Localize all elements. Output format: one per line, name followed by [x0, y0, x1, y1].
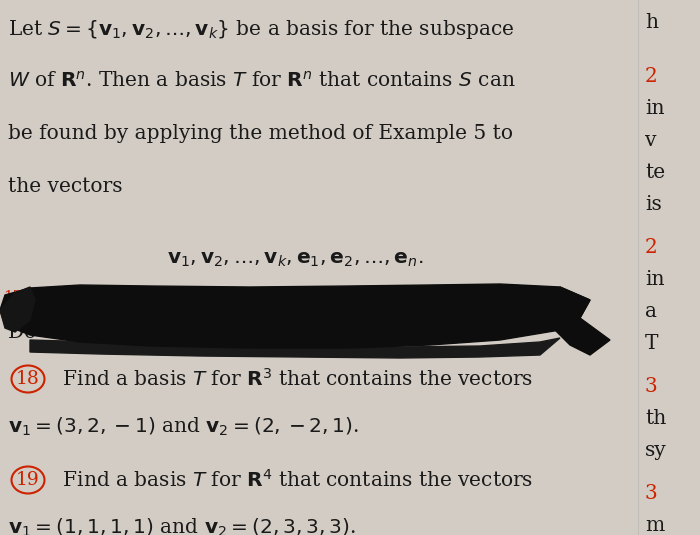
Text: 2: 2 [645, 67, 658, 86]
Text: Find a basis $T$ for $\mathbf{R}^4$ that contains the vectors: Find a basis $T$ for $\mathbf{R}^4$ that… [50, 469, 533, 491]
Polygon shape [0, 287, 35, 332]
Text: 2: 2 [645, 238, 658, 257]
Text: in: in [645, 270, 664, 289]
Text: te: te [645, 163, 665, 182]
Text: be found by applying the method of Example 5 to: be found by applying the method of Examp… [8, 124, 513, 143]
Polygon shape [0, 284, 590, 348]
Text: m: m [645, 516, 664, 535]
Text: the vectors: the vectors [8, 177, 122, 196]
Text: th: th [645, 409, 666, 429]
Text: Find a basis $T$ for $\mathbf{R}^3$ that contains the vectors: Find a basis $T$ for $\mathbf{R}^3$ that… [50, 368, 533, 390]
Text: h: h [645, 13, 658, 33]
Text: in: in [645, 99, 664, 118]
Text: $W$ of $\mathbf{R}^n$. Then a basis $T$ for $\mathbf{R}^n$ that contains $S$ can: $W$ of $\mathbf{R}^n$. Then a basis $T$ … [8, 71, 515, 91]
Text: a: a [645, 302, 657, 322]
Text: 17: 17 [3, 290, 22, 304]
Polygon shape [555, 287, 610, 355]
Text: v: v [645, 131, 657, 150]
Text: T: T [645, 334, 659, 354]
Text: 19: 19 [16, 471, 40, 489]
Text: Let $S = \{\mathbf{v}_1, \mathbf{v}_2, \ldots, \mathbf{v}_k\}$ be a basis for th: Let $S = \{\mathbf{v}_1, \mathbf{v}_2, \… [8, 18, 514, 41]
Text: 18: 18 [16, 370, 40, 388]
Text: sy: sy [645, 441, 666, 461]
Text: Do this in Problems 17–20.: Do this in Problems 17–20. [8, 323, 284, 342]
Polygon shape [30, 338, 560, 358]
Text: $\mathbf{v}_1 = (1, 1, 1, 1)$ and $\mathbf{v}_2 = (2, 3, 3, 3)$.: $\mathbf{v}_1 = (1, 1, 1, 1)$ and $\math… [8, 517, 356, 535]
Text: $\mathbf{v}_1 = (3, 2, -1)$ and $\mathbf{v}_2 = (2, -2, 1)$.: $\mathbf{v}_1 = (3, 2, -1)$ and $\mathbf… [8, 416, 359, 438]
Text: is: is [645, 195, 662, 215]
Text: 3: 3 [645, 484, 658, 503]
Text: $\mathbf{v}_1, \mathbf{v}_2, \ldots, \mathbf{v}_k, \mathbf{e}_1, \mathbf{e}_2, \: $\mathbf{v}_1, \mathbf{v}_2, \ldots, \ma… [167, 250, 424, 269]
Text: 3: 3 [645, 377, 658, 396]
